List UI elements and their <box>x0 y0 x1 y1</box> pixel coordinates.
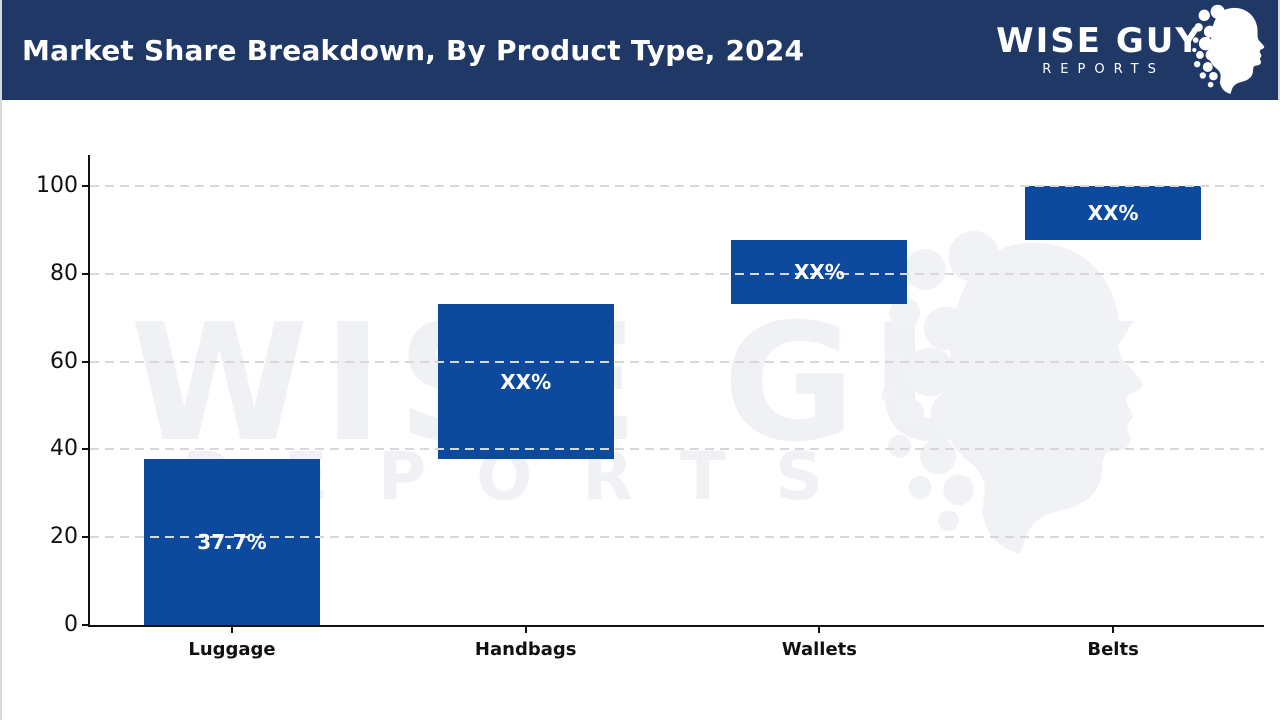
gridline-y80 <box>90 272 1264 275</box>
gridline-y60 <box>90 360 1264 363</box>
y-tick-mark-0 <box>82 624 90 626</box>
x-tick-mark-belts <box>1112 625 1115 633</box>
y-tick-label-20: 20 <box>50 524 78 550</box>
y-tick-label-60: 60 <box>50 348 78 374</box>
y-tick-mark-40 <box>82 448 90 451</box>
y-tick-mark-100 <box>82 185 90 187</box>
y-axis-line <box>88 155 90 627</box>
x-tick-label-belts: Belts <box>1087 639 1139 660</box>
gridline-y100 <box>90 185 1264 187</box>
gridline-y40 <box>90 448 1264 451</box>
bar-handbags <box>437 303 614 460</box>
x-tick-mark-wallets <box>818 625 821 633</box>
x-tick-label-wallets: Wallets <box>781 639 858 660</box>
x-tick-mark-handbags <box>524 625 527 633</box>
logo-wordmark-line2: REPORTS <box>1042 61 1165 77</box>
bar-luggage <box>144 459 320 625</box>
bar-belts <box>1025 186 1202 240</box>
gridline-y20 <box>90 536 1264 539</box>
page-title: Market Share Breakdown, By Product Type,… <box>22 33 805 67</box>
watermark-face-icon <box>881 230 1143 554</box>
y-tick-label-40: 40 <box>50 436 78 462</box>
bar-value-label-luggage: 37.7% <box>197 530 267 555</box>
header: Market Share Breakdown, By Product Type,… <box>2 0 1278 100</box>
y-tick-label-80: 80 <box>50 260 78 286</box>
chart-area: WISE GUY REPORTS 0 20 40 60 80 100 37.7% Luggag… <box>2 100 1280 720</box>
logo-wordmark: WISE GUY REPORTS <box>996 24 1202 77</box>
wiseguy-logo: WISE GUY REPORTS <box>996 0 1270 100</box>
bar-value-label-belts: XX% <box>1087 200 1139 225</box>
x-tick-label-handbags: Handbags <box>474 639 577 660</box>
x-axis-line <box>88 625 1264 627</box>
y-tick-mark-80 <box>82 272 90 275</box>
bar-value-label-wallets: XX% <box>793 259 845 284</box>
y-tick-label-0: 0 <box>64 612 78 637</box>
x-tick-label-luggage: Luggage <box>188 639 276 660</box>
bar-wallets <box>731 239 908 304</box>
y-tick-mark-20 <box>82 536 90 539</box>
x-tick-mark-luggage <box>231 625 233 633</box>
bar-value-label-handbags: XX% <box>500 369 552 394</box>
y-tick-mark-60 <box>82 360 90 363</box>
y-tick-label-100: 100 <box>36 173 78 198</box>
logo-wordmark-line1: WISE GUY <box>996 20 1202 61</box>
